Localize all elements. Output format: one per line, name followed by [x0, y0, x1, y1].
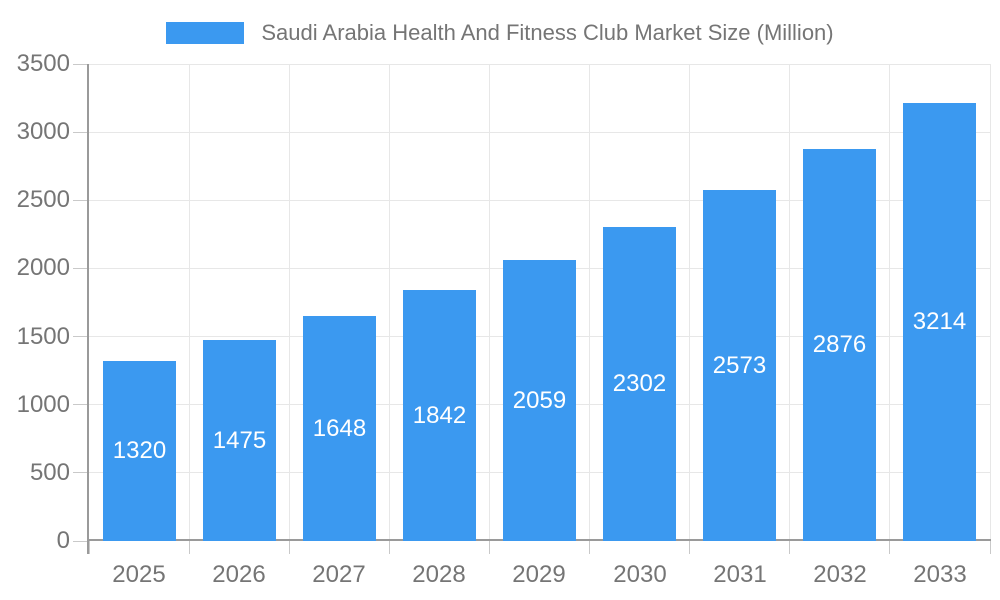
legend[interactable]: Saudi Arabia Health And Fitness Club Mar…	[0, 19, 1000, 47]
x-gridline	[288, 64, 290, 541]
y-tick-label: 0	[56, 527, 70, 554]
x-gridline	[188, 64, 190, 541]
x-axis-tick	[689, 541, 691, 554]
y-tick-label: 500	[29, 458, 70, 486]
y-axis-tick	[73, 472, 89, 474]
x-gridline	[989, 64, 991, 541]
x-tick-label: 2030	[613, 561, 667, 588]
y-axis-tick	[73, 336, 89, 338]
y-gridline	[89, 199, 990, 201]
y-tick-label: 1000	[16, 390, 70, 418]
y-tick-label: 2000	[16, 254, 70, 282]
x-tick-label: 2033	[913, 561, 967, 588]
x-tick-label: 2028	[412, 561, 466, 588]
bar-value-label: 2573	[712, 351, 767, 379]
x-axis-tick	[989, 541, 991, 554]
x-gridline	[388, 64, 390, 541]
y-axis-tick	[73, 199, 89, 201]
bar-value-label: 1475	[212, 426, 267, 454]
x-tick-label: 2026	[212, 561, 266, 588]
y-gridline	[89, 131, 990, 133]
bar-value-label: 2059	[512, 386, 567, 414]
bar[interactable]: 2302	[603, 227, 676, 541]
x-axis-tick	[889, 541, 891, 554]
x-gridline	[689, 64, 691, 541]
x-axis-tick	[789, 541, 791, 554]
x-gridline	[488, 64, 490, 541]
x-axis-tick	[88, 541, 90, 554]
bar-value-label: 1320	[112, 437, 167, 464]
bar[interactable]: 2876	[803, 149, 876, 541]
bar-value-label: 1842	[412, 401, 467, 429]
y-tick-label: 3500	[16, 50, 70, 77]
bar[interactable]: 1475	[203, 340, 276, 541]
y-tick-label: 1500	[16, 322, 70, 350]
y-axis-tick	[73, 404, 89, 406]
bar[interactable]: 3214	[903, 103, 976, 541]
x-axis-tick	[488, 541, 490, 554]
y-axis-tick	[73, 267, 89, 269]
x-tick-label: 2032	[813, 561, 867, 588]
legend-swatch	[166, 22, 245, 44]
x-axis-tick	[188, 541, 190, 554]
x-axis-tick	[388, 541, 390, 554]
bar[interactable]: 1842	[403, 290, 476, 541]
y-axis-tick	[73, 63, 89, 65]
x-axis-tick	[589, 541, 591, 554]
x-tick-label: 2025	[112, 561, 166, 588]
y-tick-label: 3000	[16, 118, 70, 146]
bar-value-label: 2876	[812, 331, 867, 358]
y-gridline	[89, 63, 990, 65]
y-axis-tick	[73, 540, 89, 542]
x-tick-label: 2029	[512, 561, 566, 588]
bar[interactable]: 2573	[703, 190, 776, 541]
x-axis-tick	[288, 541, 290, 554]
bar[interactable]: 1320	[103, 361, 176, 541]
legend-label: Saudi Arabia Health And Fitness Club Mar…	[261, 20, 834, 45]
bar[interactable]: 1648	[303, 316, 376, 541]
y-axis-line	[87, 64, 89, 554]
x-gridline	[589, 64, 591, 541]
y-axis-tick	[73, 131, 89, 133]
bar[interactable]: 2059	[503, 260, 576, 541]
x-gridline	[889, 64, 891, 541]
bar-value-label: 3214	[912, 308, 967, 335]
bar-value-label: 2302	[612, 370, 667, 397]
x-tick-label: 2031	[713, 561, 767, 588]
y-tick-label: 2500	[16, 186, 70, 214]
bar-value-label: 1648	[312, 414, 367, 442]
x-tick-label: 2027	[312, 561, 366, 588]
x-gridline	[789, 64, 791, 541]
